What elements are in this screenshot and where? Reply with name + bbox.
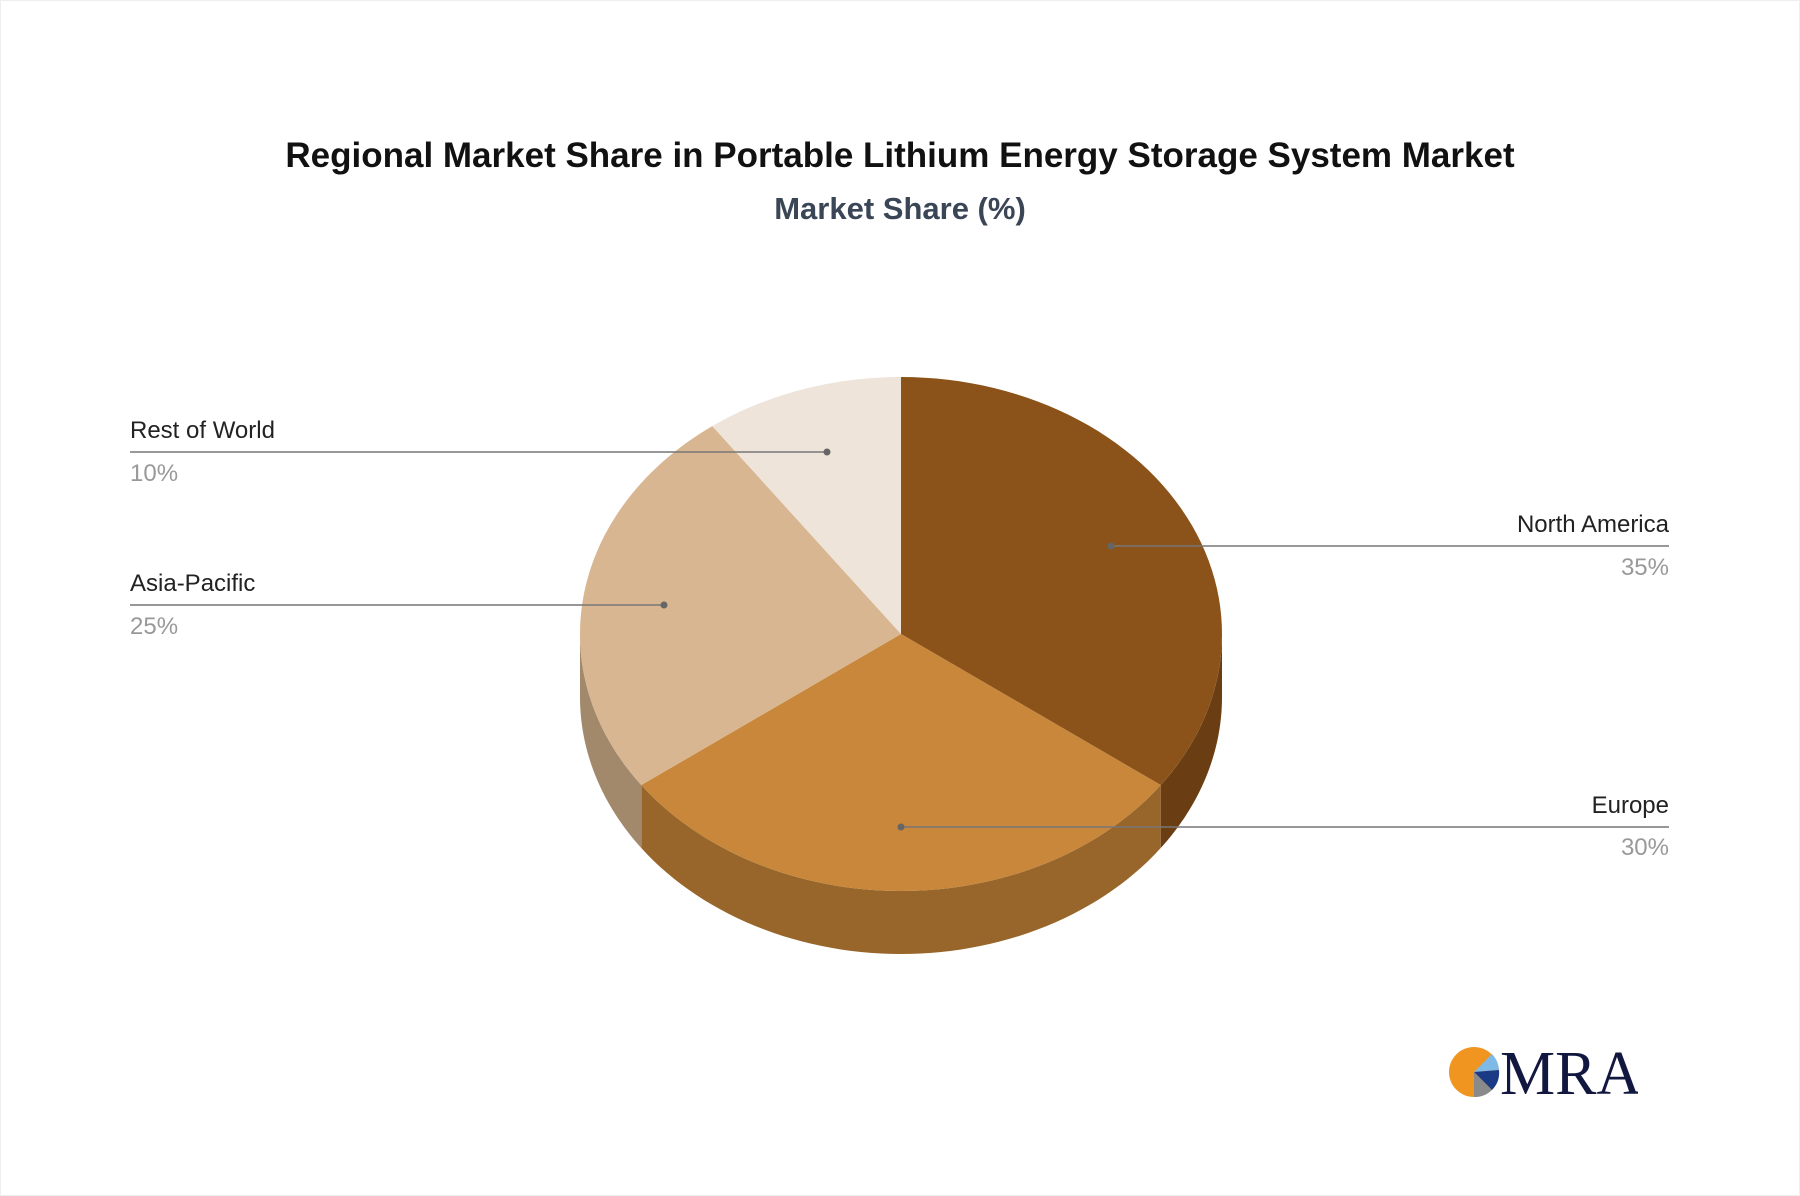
svg-text:MRA: MRA [1500, 1040, 1638, 1100]
value-asia-pacific: 25% [130, 613, 179, 640]
slice-side-north-america [1160, 634, 1222, 849]
value-rest-of-world: 10% [130, 460, 179, 487]
slice-north-america[interactable] [901, 377, 1222, 786]
slice-asia-pacific[interactable] [580, 426, 901, 786]
slice-side-europe [641, 785, 1161, 954]
leader-dot-north-america [1107, 542, 1115, 550]
leader-dot-asia-pacific [660, 601, 668, 609]
value-north-america: 35% [1620, 554, 1669, 581]
label-rest-of-world: Rest of World [130, 417, 275, 444]
chart-title: Regional Market Share in Portable Lithiu… [285, 136, 1515, 175]
chart-subtitle: Market Share (%) [774, 191, 1026, 226]
label-europe: Europe [1591, 792, 1669, 819]
label-north-america: North America [1516, 511, 1669, 538]
leader-dot-europe [897, 823, 905, 831]
label-asia-pacific: Asia-Pacific [130, 570, 256, 597]
value-europe: 30% [1620, 834, 1669, 861]
slice-side-asia-pacific [580, 634, 642, 849]
mra-logo: MRA [1448, 1040, 1638, 1100]
leader-dot-rest-of-world [823, 448, 831, 456]
logo-pie-icon: MRA [1449, 1040, 1638, 1100]
slice-rest-of-world[interactable] [712, 377, 901, 634]
